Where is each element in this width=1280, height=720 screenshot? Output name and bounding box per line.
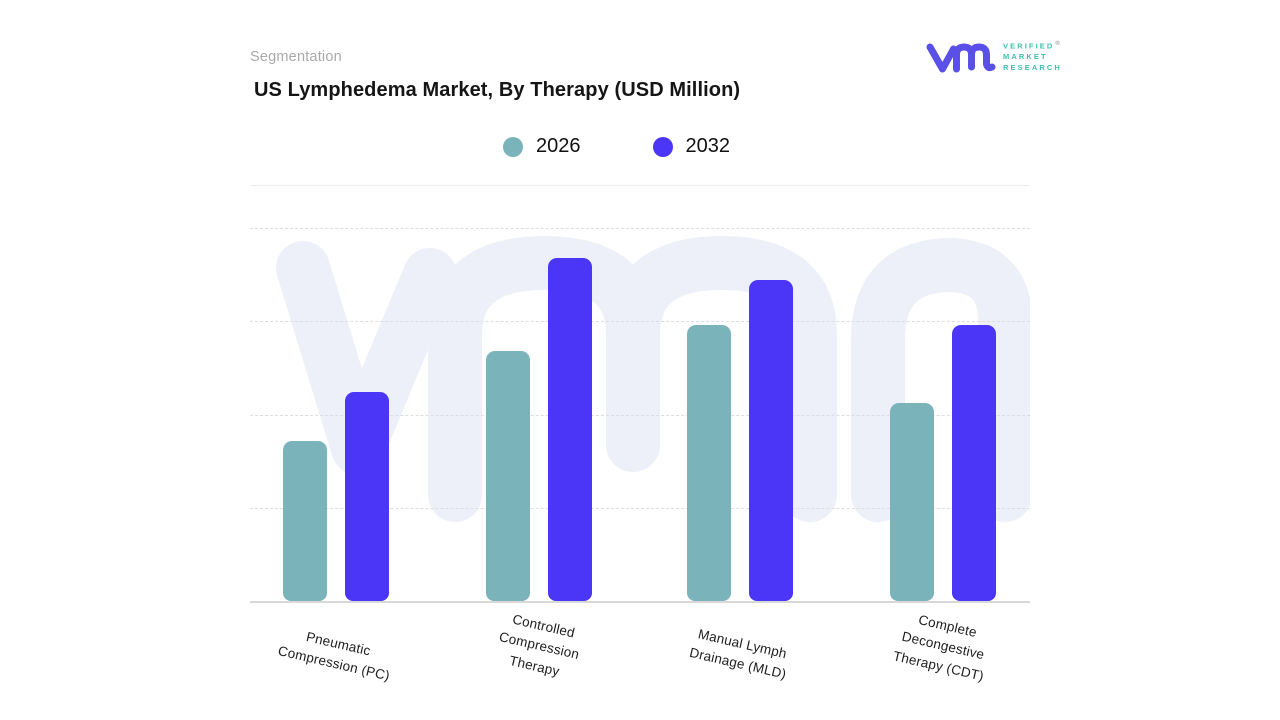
vmr-logo-line-3: RESEARCH [1003, 63, 1062, 73]
legend-item-2032: 2032 [652, 135, 731, 158]
bar-2026-complete-decongestive-therapy-cdt [890, 403, 934, 601]
x-label-pneumatic-compression-pc: Pneumatic Compression (PC) [239, 613, 433, 695]
legend: 2026 2032 [503, 135, 730, 158]
vmr-logo: VERIFIED® MARKET RESEARCH [925, 38, 1062, 76]
gridline [250, 414, 1030, 416]
bar-2026-controlled-compression-therapy [486, 351, 530, 601]
bar-2026-pneumatic-compression-pc [283, 441, 327, 601]
vmr-logo-line-1: VERIFIED® [1003, 40, 1060, 51]
legend-separator-line [250, 185, 1030, 186]
vmr-monogram-icon [926, 43, 996, 73]
vmr-logo-line-2: MARKET [1003, 52, 1048, 62]
bar-2032-pneumatic-compression-pc [345, 392, 389, 601]
bar-2026-manual-lymph-drainage-mld [687, 325, 731, 601]
legend-item-2026: 2026 [503, 135, 581, 158]
x-label-controlled-compression-therapy: Controlled Compression Therapy [440, 595, 639, 697]
gridline [250, 321, 1030, 323]
bar-2032-manual-lymph-drainage-mld [749, 280, 793, 601]
gridline [250, 507, 1030, 509]
vmr-logo-text: VERIFIED® MARKET RESEARCH [1003, 40, 1062, 74]
legend-dot-2032 [652, 136, 673, 157]
bar-2032-complete-decongestive-therapy-cdt [952, 325, 996, 601]
registered-mark: ® [1055, 40, 1060, 47]
bar-2032-controlled-compression-therapy [548, 258, 592, 601]
plot-area [250, 228, 1030, 603]
x-label-manual-lymph-drainage-mld: Manual Lymph Drainage (MLD) [643, 613, 837, 695]
legend-label: 2032 [685, 135, 731, 157]
legend-dot-2026 [503, 136, 523, 157]
chart-title: US Lymphedema Market, By Therapy (USD Mi… [254, 79, 741, 101]
gridline [250, 228, 1030, 229]
segmentation-label: Segmentation [250, 49, 342, 65]
x-label-complete-decongestive-therapy-cdt: Complete Decongestive Therapy (CDT) [844, 595, 1043, 697]
legend-label: 2026 [536, 135, 581, 157]
